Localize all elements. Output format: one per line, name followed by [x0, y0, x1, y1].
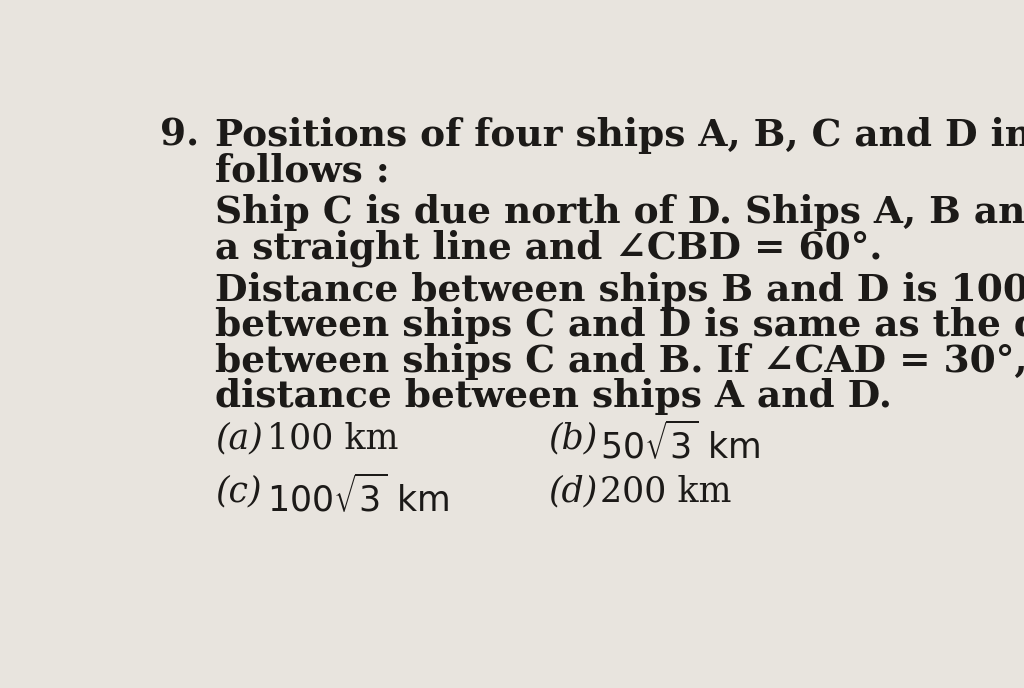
Text: 9.: 9. [160, 117, 199, 154]
Text: Ship C is due north of D. Ships A, B and C are in: Ship C is due north of D. Ships A, B and… [215, 194, 1024, 230]
Text: 100 km: 100 km [267, 422, 398, 455]
Text: between ships C and B. If ∠CAD = 30°, find the: between ships C and B. If ∠CAD = 30°, fi… [215, 343, 1024, 380]
Text: (a): (a) [215, 422, 263, 455]
Text: (b): (b) [549, 422, 598, 455]
Text: between ships C and D is same as the distance: between ships C and D is same as the dis… [215, 307, 1024, 344]
Text: (c): (c) [215, 475, 262, 508]
Text: Positions of four ships A, B, C and D in the sea are as: Positions of four ships A, B, C and D in… [215, 117, 1024, 154]
Text: $50\sqrt{3}$ km: $50\sqrt{3}$ km [600, 422, 760, 466]
Text: a straight line and ∠CBD = 60°.: a straight line and ∠CBD = 60°. [215, 229, 883, 267]
Text: (d): (d) [549, 475, 598, 508]
Text: follows :: follows : [215, 153, 390, 189]
Text: distance between ships A and D.: distance between ships A and D. [215, 378, 892, 415]
Text: 200 km: 200 km [600, 475, 732, 508]
Text: $100\sqrt{3}$ km: $100\sqrt{3}$ km [267, 475, 449, 519]
Text: Distance between ships B and D is 100 km. Distance: Distance between ships B and D is 100 km… [215, 272, 1024, 309]
